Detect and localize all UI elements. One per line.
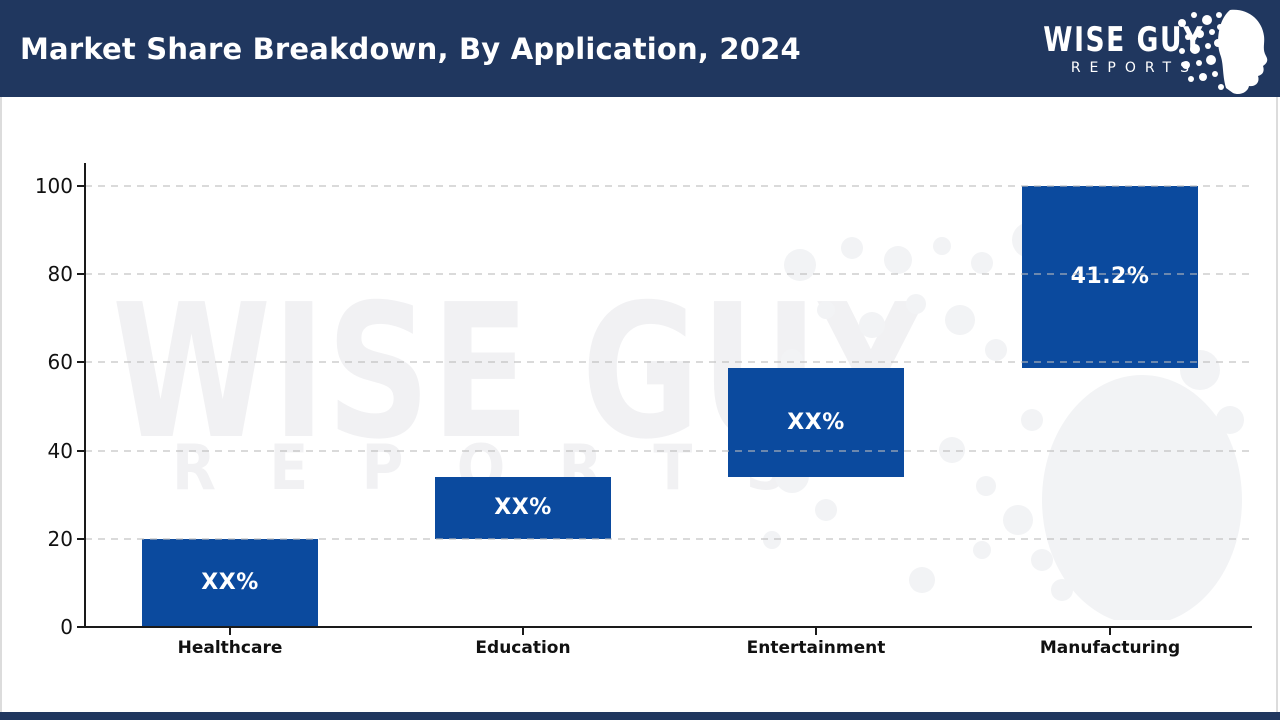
x-tick-manufacturing: [1109, 628, 1111, 635]
bar-value-label: XX%: [201, 570, 259, 596]
y-tick-label-80: 80: [47, 262, 73, 287]
y-axis-line: [84, 163, 86, 628]
bar-manufacturing: 41.2%: [1022, 186, 1198, 368]
category-label-entertainment: Entertainment: [746, 638, 886, 658]
y-tick-label-40: 40: [47, 438, 73, 463]
y-tick-60: [77, 361, 85, 364]
x-tick-education: [522, 628, 524, 635]
bar-value-label: XX%: [787, 409, 845, 435]
gridline-60: [85, 361, 1252, 364]
gridline-40: [85, 449, 1252, 452]
y-tick-label-20: 20: [47, 526, 73, 551]
bar-education: XX%: [435, 477, 611, 539]
x-tick-healthcare: [229, 628, 231, 635]
y-tick-40: [77, 449, 85, 452]
y-tick-label-100: 100: [34, 174, 73, 198]
bar-healthcare: XX%: [142, 538, 318, 627]
footer-strip: [0, 712, 1280, 720]
category-label-education: Education: [475, 638, 571, 658]
category-label-manufacturing: Manufacturing: [1039, 638, 1181, 658]
page-title: Market Share Breakdown, By Application, …: [20, 31, 801, 66]
y-tick-20: [77, 537, 85, 540]
y-tick-label-0: 0: [60, 615, 73, 639]
y-tick-100: [77, 185, 85, 187]
x-tick-entertainment: [815, 628, 817, 635]
logo-wordmark: WISE GUY: [1043, 20, 1204, 60]
y-tick-80: [77, 273, 85, 276]
gridline-80: [85, 273, 1252, 276]
y-tick-0: [77, 626, 85, 628]
header: Market Share Breakdown, By Application, …: [0, 0, 1280, 97]
left-edge-border: [0, 97, 2, 712]
bar-value-label: XX%: [494, 495, 552, 521]
right-edge-border: [1276, 97, 1278, 712]
logo-subtext: REPORTS: [1070, 60, 1198, 76]
gridline-20: [85, 537, 1252, 540]
brand-logo: WISE GUY REPORTS: [1010, 0, 1270, 97]
logo-face-icon: [1178, 9, 1268, 95]
y-tick-label-60: 60: [47, 350, 73, 375]
x-axis-line: [85, 626, 1252, 628]
bar-entertainment: XX%: [728, 367, 904, 478]
gridline-100: [85, 185, 1252, 187]
category-label-healthcare: Healthcare: [177, 638, 283, 658]
bar-value-label: 41.2%: [1070, 264, 1150, 290]
